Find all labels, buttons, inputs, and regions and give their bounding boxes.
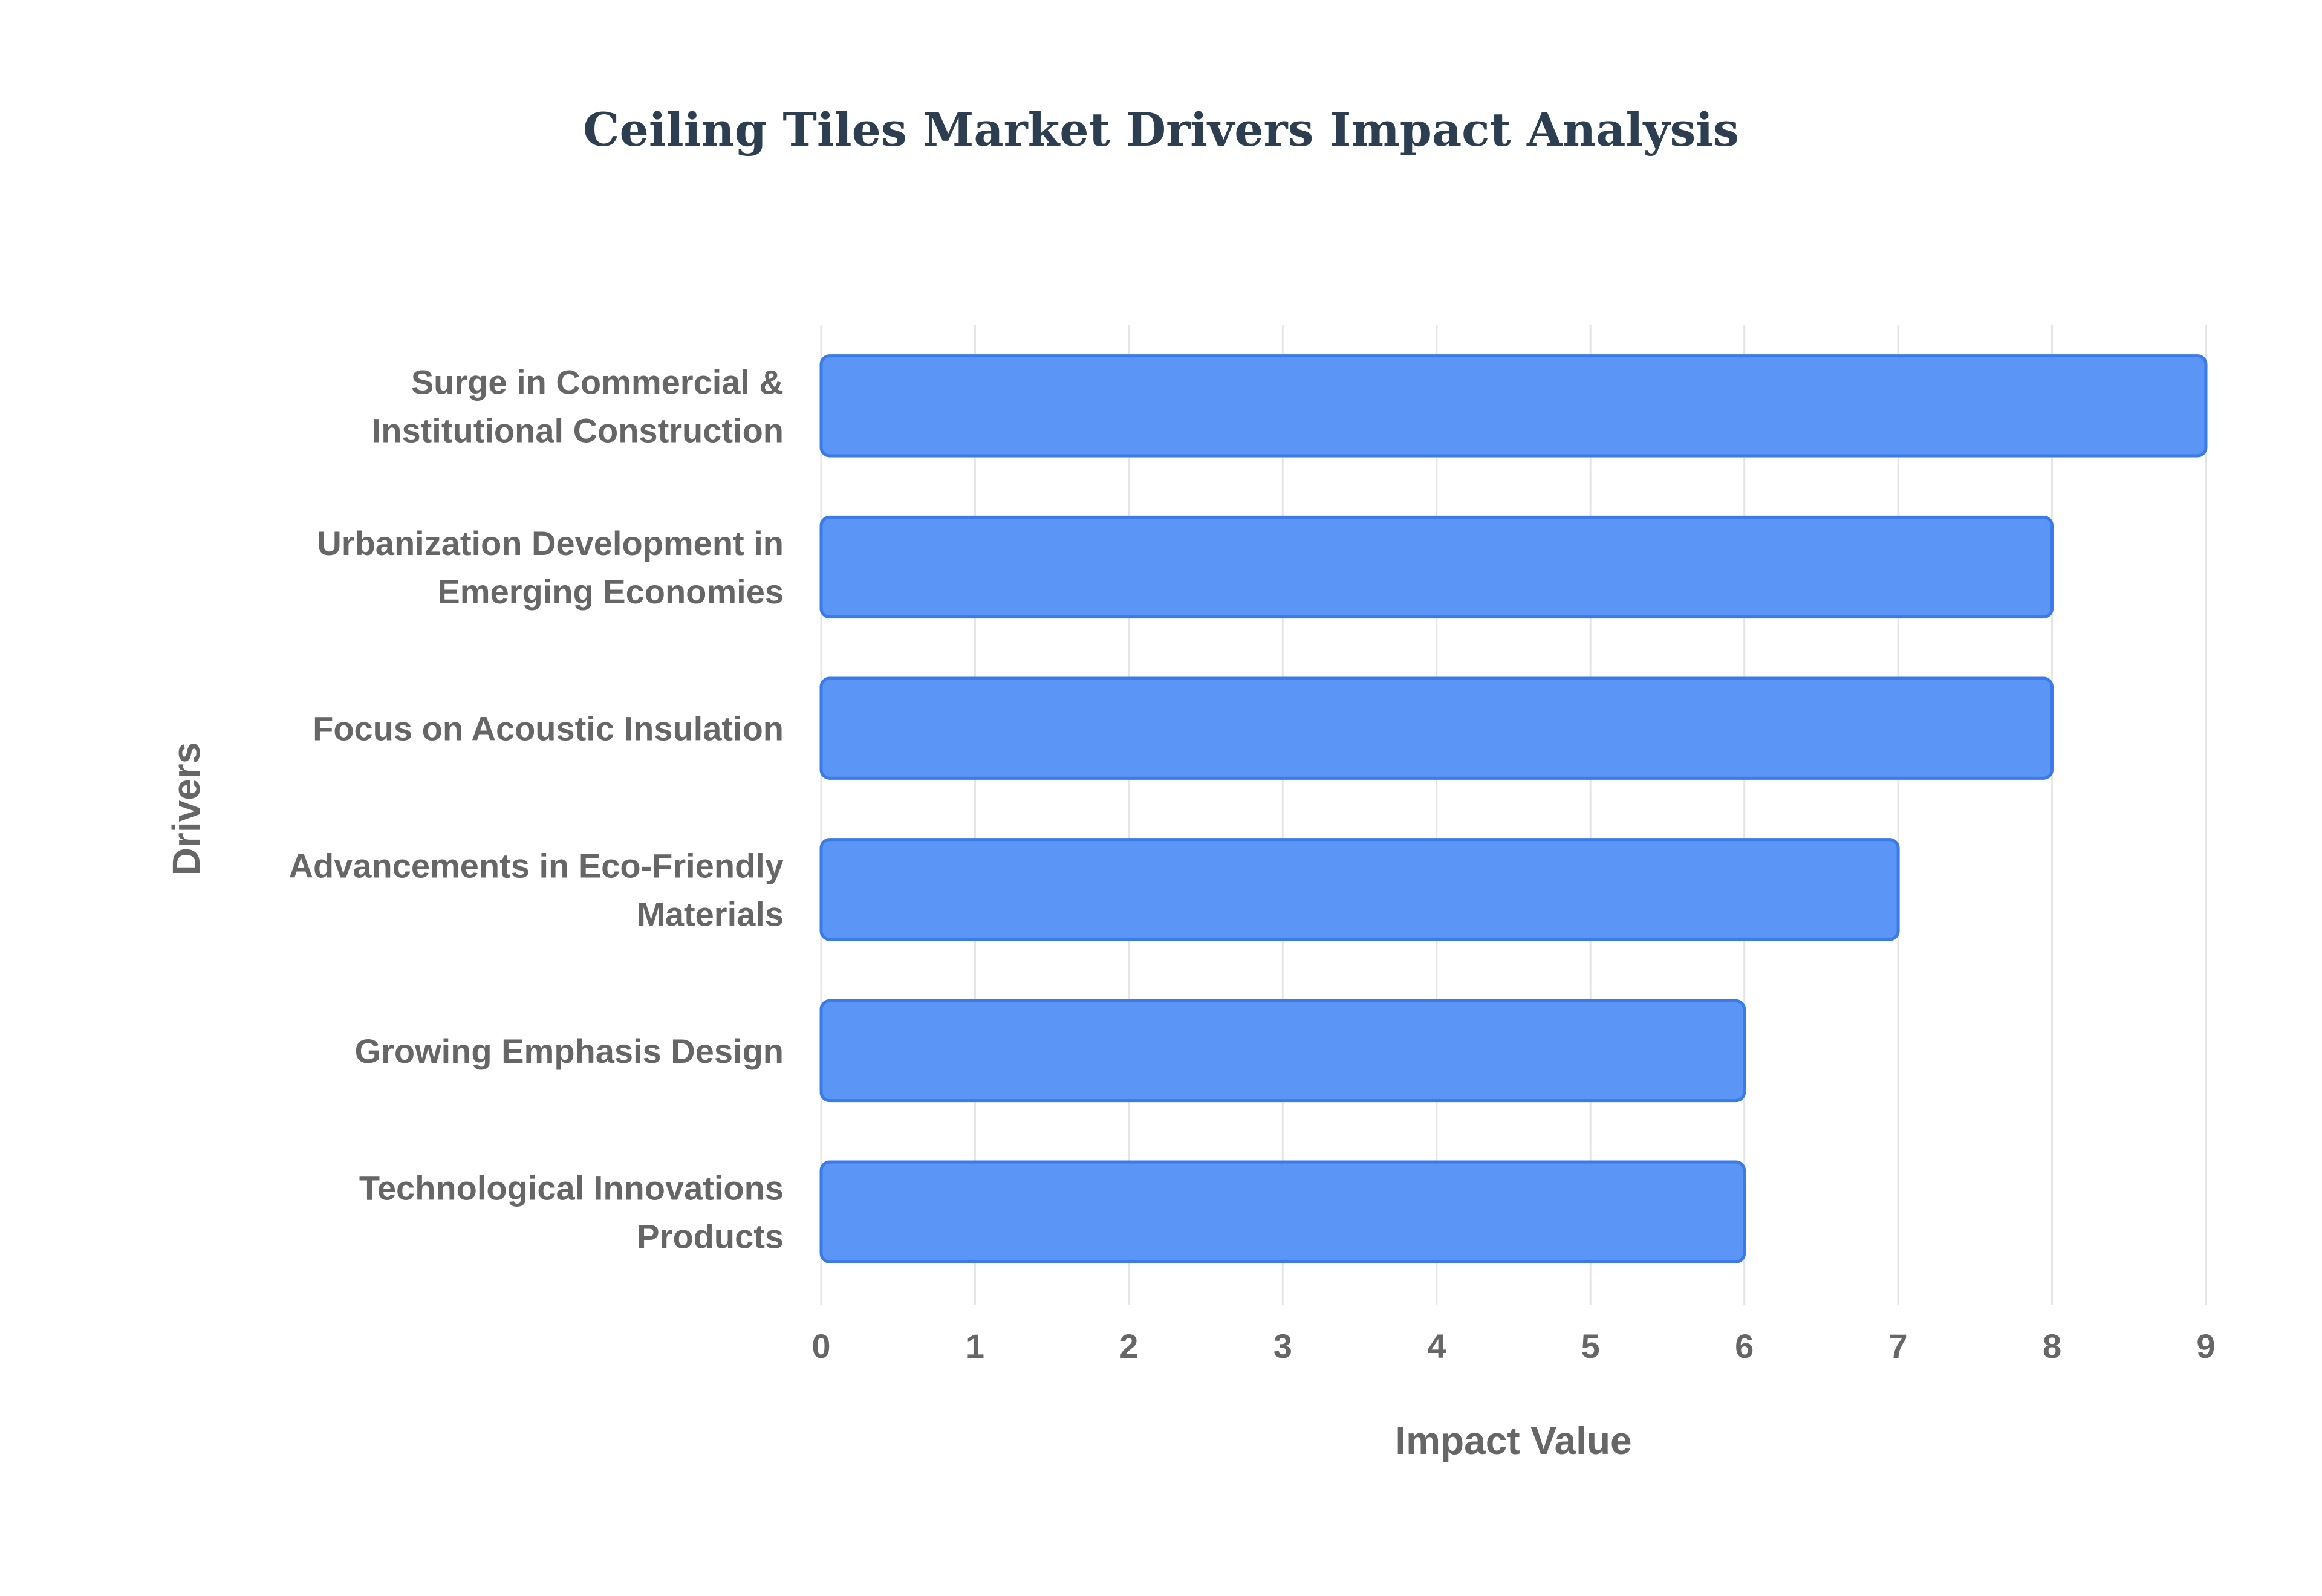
- x-tick-label: 5: [1581, 1327, 1600, 1365]
- chart-title: Ceiling Tiles Market Drivers Impact Anal…: [583, 103, 1739, 157]
- bar: [819, 999, 1746, 1103]
- bar: [819, 676, 2054, 780]
- y-category-label: Surge in Commercial & Institutional Const…: [372, 363, 784, 449]
- x-tick-label: 9: [2196, 1327, 2215, 1365]
- x-axis-ticks: 0 1 2 3 4 5 6 7 8 9: [811, 1327, 2215, 1365]
- gridlines: [820, 325, 2207, 1305]
- x-tick-label: 4: [1427, 1327, 1446, 1365]
- y-category-label: Technological Innovations Products: [359, 1169, 784, 1256]
- x-tick-label: 3: [1273, 1327, 1292, 1365]
- bar: [819, 515, 2054, 619]
- x-tick-label: 2: [1119, 1327, 1138, 1365]
- y-category-label: Focus on Acoustic Insulation: [313, 710, 784, 748]
- x-tick-label: 7: [1889, 1327, 1908, 1365]
- bar: [819, 838, 1900, 941]
- x-tick-label: 6: [1735, 1327, 1754, 1365]
- y-category-label: Growing Emphasis Design: [355, 1032, 784, 1070]
- bar: [819, 1160, 1746, 1264]
- x-tick-label: 8: [2043, 1327, 2061, 1365]
- bar: [819, 354, 2208, 458]
- x-tick-label: 1: [966, 1327, 984, 1365]
- x-axis-title: Impact Value: [1395, 1419, 1631, 1462]
- y-category-label: Advancements in Eco-Friendly Materials: [289, 846, 784, 933]
- y-category-label: Urbanization Development in Emerging Econ…: [317, 524, 784, 611]
- bars: [819, 354, 2208, 1264]
- y-axis-title: Drivers: [164, 742, 208, 876]
- x-tick-label: 0: [811, 1327, 830, 1365]
- y-axis-categories: Surge in Commercial & Institutional Const…: [289, 363, 784, 1255]
